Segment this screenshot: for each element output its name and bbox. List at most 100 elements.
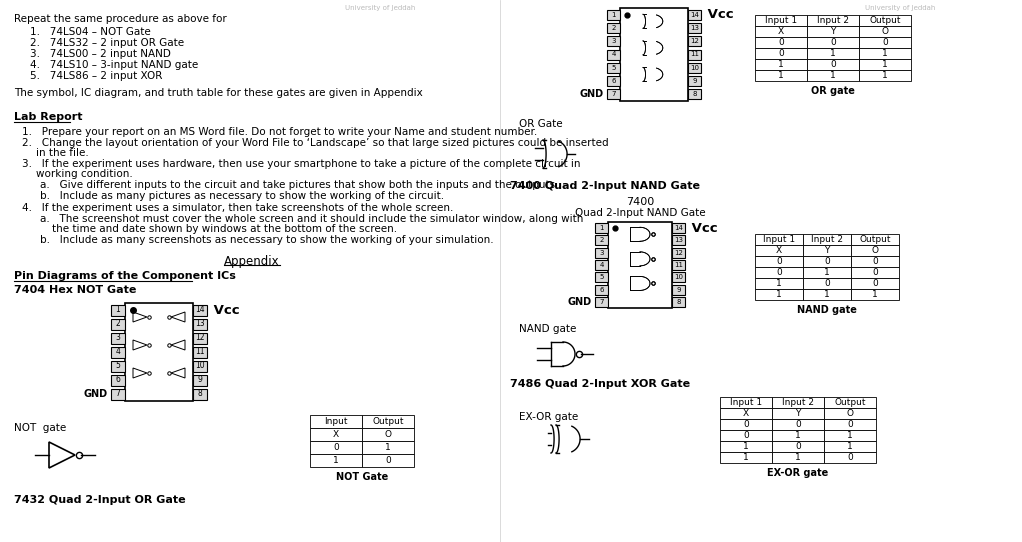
Bar (807, 37, 860, 48)
Bar (607, 23, 620, 33)
Bar (111, 319, 125, 330)
Text: 3: 3 (599, 250, 604, 256)
Text: GND: GND (579, 89, 604, 99)
Text: 9: 9 (677, 287, 681, 293)
Text: 1: 1 (872, 290, 878, 299)
Text: 6: 6 (599, 287, 604, 293)
Bar (362, 428, 414, 441)
Text: Y: Y (795, 409, 800, 418)
Text: 8: 8 (692, 92, 697, 98)
Text: Input 2: Input 2 (811, 235, 843, 244)
Text: Repeat the same procedure as above for: Repeat the same procedure as above for (14, 14, 227, 24)
Text: 1: 1 (830, 49, 836, 58)
Text: 1: 1 (824, 268, 830, 277)
Text: 0: 0 (776, 257, 782, 266)
Bar (721, 430, 772, 441)
Text: 0: 0 (795, 442, 801, 451)
Text: 0: 0 (830, 60, 836, 69)
Bar (193, 319, 207, 330)
Text: 1: 1 (830, 71, 836, 80)
Text: Input 1: Input 1 (730, 398, 762, 407)
Bar (860, 15, 911, 26)
Bar (851, 267, 899, 278)
Text: Y: Y (830, 27, 836, 36)
Text: 0: 0 (385, 456, 390, 465)
Text: X: X (778, 27, 784, 36)
Text: 1: 1 (795, 453, 801, 462)
Bar (772, 397, 824, 408)
Text: O: O (872, 246, 879, 255)
Text: in the file.: in the file. (36, 148, 89, 158)
Bar (362, 441, 414, 454)
Text: 14: 14 (690, 11, 699, 18)
Bar (111, 305, 125, 315)
Text: 7400 Quad 2-Input NAND Gate: 7400 Quad 2-Input NAND Gate (510, 181, 700, 191)
Text: Vcc: Vcc (687, 222, 717, 235)
Text: Output: Output (860, 235, 891, 244)
Bar (803, 278, 851, 289)
Text: NAND gate: NAND gate (797, 305, 856, 315)
Text: 1: 1 (115, 306, 121, 314)
Bar (755, 245, 803, 256)
Text: Output: Output (870, 16, 900, 25)
Text: Y: Y (825, 246, 830, 255)
Bar (803, 234, 851, 245)
Bar (607, 89, 620, 99)
Bar (851, 245, 899, 256)
Text: 2: 2 (611, 25, 615, 31)
Bar (310, 454, 362, 467)
Bar (803, 256, 851, 267)
Text: 11: 11 (195, 347, 204, 357)
Bar (807, 15, 860, 26)
Bar (111, 389, 125, 399)
Text: 4.   74LS10 – 3-input NAND gate: 4. 74LS10 – 3-input NAND gate (30, 60, 198, 70)
Bar (362, 454, 414, 467)
Bar (755, 37, 807, 48)
Text: X: X (333, 430, 339, 439)
Bar (595, 223, 608, 233)
Bar (125, 303, 193, 401)
Text: Input 2: Input 2 (782, 398, 814, 407)
Text: University of Jeddah: University of Jeddah (865, 5, 935, 11)
Bar (860, 37, 911, 48)
Bar (607, 10, 620, 20)
Text: X: X (776, 246, 782, 255)
Bar (824, 452, 876, 463)
Bar (721, 441, 772, 452)
Text: Vcc: Vcc (210, 304, 239, 317)
Text: 11: 11 (690, 51, 699, 57)
Text: 10: 10 (195, 362, 204, 371)
Bar (672, 297, 685, 307)
Bar (755, 48, 807, 59)
Bar (860, 59, 911, 70)
Bar (193, 346, 207, 358)
Text: 7400: 7400 (625, 197, 654, 207)
Text: 5: 5 (115, 362, 121, 371)
Text: 3: 3 (115, 333, 121, 343)
Text: Pin Diagrams of the Component ICs: Pin Diagrams of the Component ICs (14, 271, 236, 281)
Text: 1: 1 (778, 60, 784, 69)
Text: 10: 10 (690, 65, 699, 71)
Bar (688, 10, 701, 20)
Text: EX-OR gate: EX-OR gate (519, 412, 578, 422)
Text: 9: 9 (197, 376, 202, 384)
Text: a.   Give different inputs to the circuit and take pictures that show both the i: a. Give different inputs to the circuit … (40, 180, 558, 190)
Text: 7486 Quad 2-Input XOR Gate: 7486 Quad 2-Input XOR Gate (510, 379, 690, 389)
Text: 2.   74LS32 – 2 input OR Gate: 2. 74LS32 – 2 input OR Gate (30, 38, 184, 48)
Text: 12: 12 (195, 333, 204, 343)
Bar (193, 389, 207, 399)
Text: Output: Output (834, 398, 866, 407)
Text: 0: 0 (872, 257, 878, 266)
Text: EX-OR gate: EX-OR gate (768, 468, 829, 478)
Bar (755, 70, 807, 81)
Text: 0: 0 (795, 420, 801, 429)
Bar (824, 441, 876, 452)
Text: 0: 0 (847, 453, 853, 462)
Bar (824, 408, 876, 419)
Text: O: O (882, 27, 888, 36)
Text: 1.   74LS04 – NOT Gate: 1. 74LS04 – NOT Gate (30, 27, 151, 37)
Text: O: O (846, 409, 853, 418)
Text: Input 1: Input 1 (763, 235, 795, 244)
Bar (688, 63, 701, 73)
Bar (111, 346, 125, 358)
